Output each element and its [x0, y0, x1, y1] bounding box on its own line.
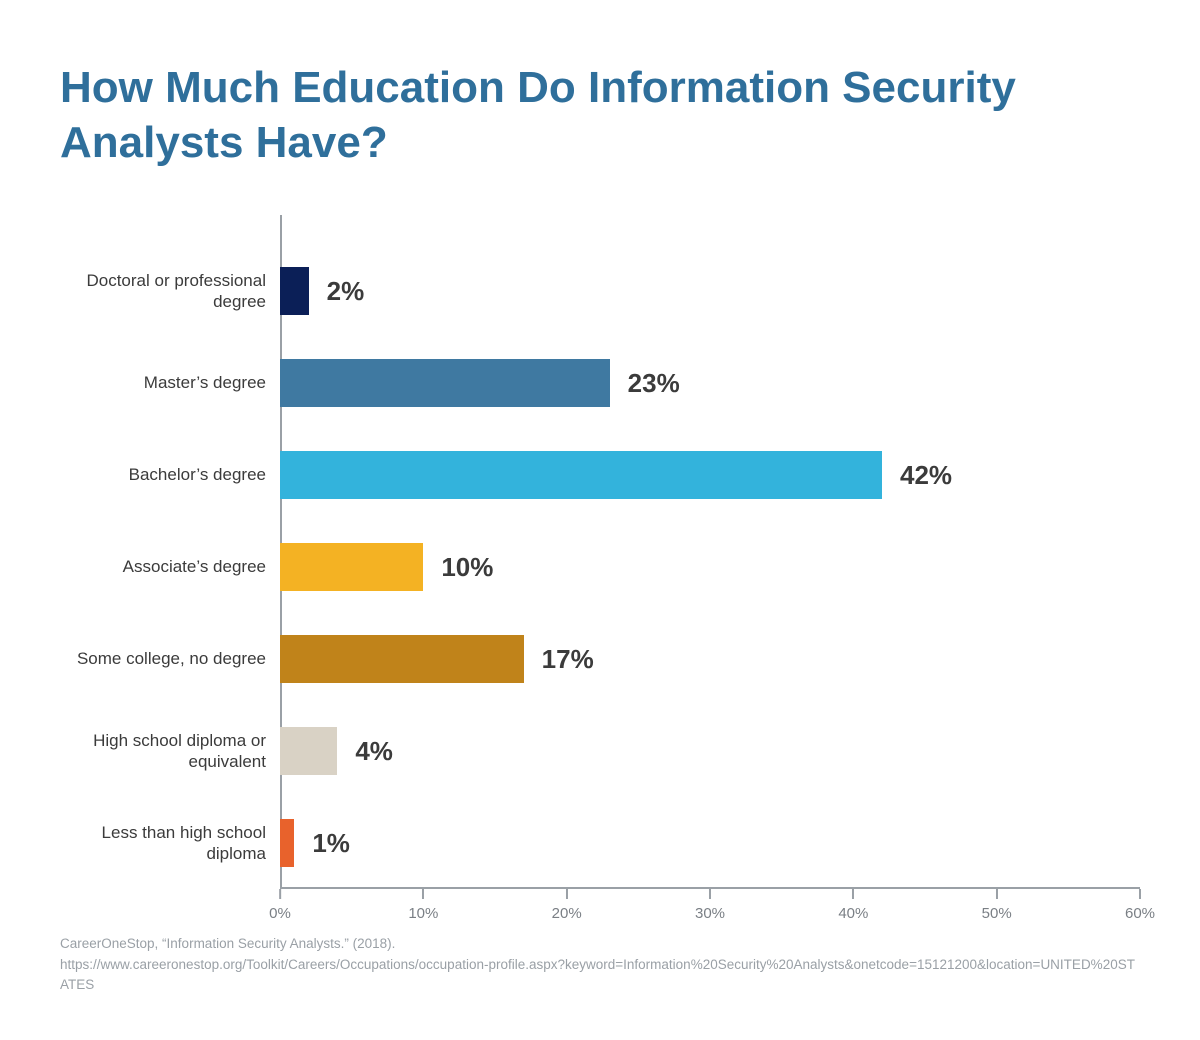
x-tick-label: 60%: [1125, 905, 1155, 922]
category-label: Doctoral or professional degree: [60, 245, 280, 337]
bar: [280, 267, 309, 315]
category-label-text: Master’s degree: [144, 372, 266, 393]
x-tick-mark: [279, 889, 281, 899]
x-tick-label: 50%: [982, 905, 1012, 922]
bar-slot: 17%: [280, 613, 1140, 705]
x-tick-label: 30%: [695, 905, 725, 922]
x-tick-label: 40%: [838, 905, 868, 922]
category-label-text: Some college, no degree: [77, 648, 266, 669]
x-tick-label: 20%: [552, 905, 582, 922]
chart: Doctoral or professional degree Master’s …: [60, 215, 1140, 937]
category-label: Associate’s degree: [60, 521, 280, 613]
category-label-text: Associate’s degree: [123, 556, 266, 577]
x-tick: 0%: [269, 889, 291, 923]
source-footer: CareerOneStop, “Information Security Ana…: [60, 934, 1140, 995]
x-tick: 50%: [982, 889, 1012, 923]
category-label: Some college, no degree: [60, 613, 280, 705]
category-label: High school diploma or equivalent: [60, 705, 280, 797]
bar-value-label: 17%: [542, 644, 594, 675]
bar-slot: 10%: [280, 521, 1140, 613]
category-label-text: Doctoral or professional degree: [60, 270, 266, 313]
bar: [280, 543, 423, 591]
x-tick: 60%: [1125, 889, 1155, 923]
plot-column: 2% 23% 42% 10% 17% 4% 1%: [280, 215, 1140, 889]
x-tick-label: 10%: [408, 905, 438, 922]
x-tick-mark: [566, 889, 568, 899]
category-label-text: Less than high school diploma: [60, 822, 266, 865]
category-label: Bachelor’s degree: [60, 429, 280, 521]
bar: [280, 819, 294, 867]
labels-top-spacer: [60, 215, 280, 245]
bar: [280, 451, 882, 499]
x-tick-label: 0%: [269, 905, 291, 922]
bar-value-label: 42%: [900, 460, 952, 491]
bar-slot: 42%: [280, 429, 1140, 521]
chart-title: How Much Education Do Information Securi…: [60, 60, 1140, 170]
bar: [280, 359, 610, 407]
source-citation: CareerOneStop, “Information Security Ana…: [60, 934, 1140, 954]
category-label-text: High school diploma or equivalent: [60, 730, 266, 773]
bar-slot: 23%: [280, 337, 1140, 429]
category-label: Master’s degree: [60, 337, 280, 429]
bar-value-label: 4%: [355, 736, 393, 767]
y-axis-labels: Doctoral or professional degree Master’s …: [60, 215, 280, 889]
bar-slot: 2%: [280, 245, 1140, 337]
category-label: Less than high school diploma: [60, 797, 280, 889]
x-tick-mark: [1139, 889, 1141, 899]
x-tick: 20%: [552, 889, 582, 923]
axis-spacer: [60, 889, 280, 937]
x-tick: 10%: [408, 889, 438, 923]
bar: [280, 635, 524, 683]
x-tick-mark: [852, 889, 854, 899]
bar-slot: 4%: [280, 705, 1140, 797]
bar-value-label: 10%: [441, 552, 493, 583]
x-tick-mark: [422, 889, 424, 899]
bar-slot: 1%: [280, 797, 1140, 889]
x-axis-ticks: 0%10%20%30%40%50%60%: [280, 889, 1140, 937]
category-label-text: Bachelor’s degree: [129, 464, 266, 485]
bar-value-label: 23%: [628, 368, 680, 399]
source-url: https://www.careeronestop.org/Toolkit/Ca…: [60, 955, 1140, 996]
bar-value-label: 2%: [327, 276, 365, 307]
page: How Much Education Do Information Securi…: [0, 0, 1200, 1040]
bar: [280, 727, 337, 775]
bar-value-label: 1%: [312, 828, 350, 859]
plot-area: 2% 23% 42% 10% 17% 4% 1%: [280, 215, 1140, 889]
x-axis-row: 0%10%20%30%40%50%60%: [60, 889, 1140, 937]
x-tick-mark: [996, 889, 998, 899]
x-tick-mark: [709, 889, 711, 899]
x-tick: 30%: [695, 889, 725, 923]
chart-body-row: Doctoral or professional degree Master’s …: [60, 215, 1140, 889]
x-tick: 40%: [838, 889, 868, 923]
